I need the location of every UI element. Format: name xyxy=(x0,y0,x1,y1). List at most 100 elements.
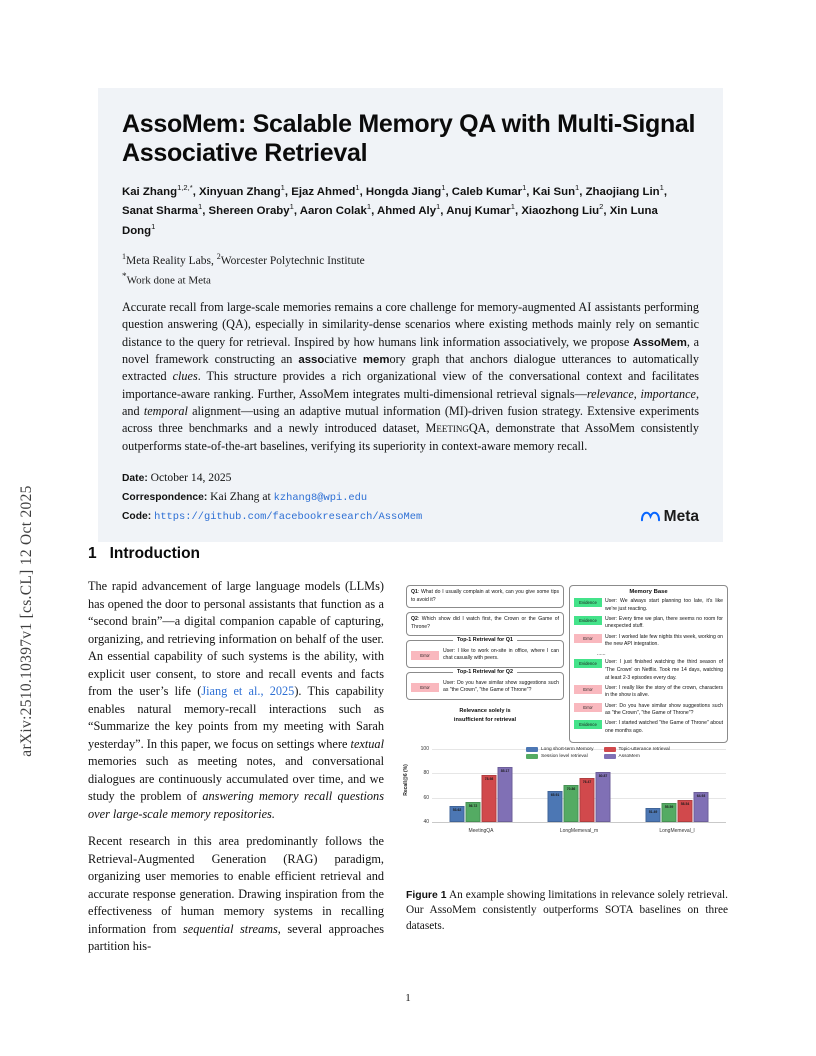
chart-legend-label: Session level retrieval xyxy=(541,754,588,760)
affiliations: 1Meta Reality Labs, 2Worcester Polytechn… xyxy=(122,252,365,268)
para1-part-a: The rapid advancement of large language … xyxy=(88,579,384,699)
para2-italic-streams: sequential streams xyxy=(182,921,278,936)
chart-bar: 58.54 xyxy=(677,799,693,823)
chart-bar-value-label: 58.54 xyxy=(680,801,690,806)
evidence-badge: Evidence xyxy=(574,720,602,730)
chart-bar: 76.47 xyxy=(579,777,595,823)
memory-row: Evidence User: Every time we plan, there… xyxy=(574,615,723,631)
chart-x-tick: LongMemeval_m xyxy=(559,828,599,835)
chart-bar-value-label: 85.17 xyxy=(500,769,510,774)
retrieval-q2-text: User: Do you have similar show suggestio… xyxy=(443,679,559,694)
code-repository-link[interactable]: https://github.com/facebookresearch/Asso… xyxy=(154,510,423,523)
memory-base-title: Memory Base xyxy=(629,589,668,595)
memory-row-text: User: I worked late few nights this week… xyxy=(605,633,723,648)
retrieval-box-q1: Top-1 Retrieval for Q1 Error User: I lik… xyxy=(406,636,564,668)
chart-legend-swatch xyxy=(526,754,538,759)
memory-ellipsis: ...... xyxy=(597,651,606,658)
chart-y-tick: 60 xyxy=(423,794,429,801)
chart-legend-item: AssoMem xyxy=(603,754,670,760)
error-badge: Error xyxy=(574,702,602,712)
memory-row-text: User: Every time we plan, there seems no… xyxy=(605,615,723,630)
meta-infinity-icon xyxy=(640,511,660,522)
memory-row-text: User: I really like the story of the cro… xyxy=(605,684,723,699)
recall-bar-chart: Recall@6 (%) 40 60 80 100 53.62 56.72 78.98 85.… xyxy=(403,745,728,837)
figure-caption-label: Figure 1 xyxy=(406,890,447,901)
chart-bar: 56.72 xyxy=(465,801,481,823)
relevance-note: Relevance solely is insufficient for ret… xyxy=(406,707,564,724)
retrieval-q2-title: Top-1 Retrieval for Q2 xyxy=(453,668,517,675)
citation-link-jiang[interactable]: Jiang et al., 2025 xyxy=(201,684,295,699)
para2-part-a: Recent research in this area predominant… xyxy=(88,834,384,936)
chart-gridline xyxy=(432,773,726,775)
author-list: Kai Zhang1,2,*, Xinyuan Zhang1, Ejaz Ahm… xyxy=(122,182,699,240)
page-number: 1 xyxy=(405,992,411,1004)
memory-row-text: User: We always start planning too late,… xyxy=(605,598,723,612)
figure-1: Q1: What do I usually complain at work, … xyxy=(403,585,728,837)
retrieval-q1-title: Top-1 Retrieval for Q1 xyxy=(453,636,517,643)
chart-legend-swatch xyxy=(603,754,616,759)
section-number: 1 xyxy=(88,545,97,562)
chart-bar-group: 53.62 56.72 78.98 85.17 MeetingQA xyxy=(449,749,513,834)
chart-bar-value-label: 53.62 xyxy=(452,807,462,812)
retrieval-q1-text: User: I like to work on-site in office, … xyxy=(443,647,559,662)
memory-base-panel: Memory Base Evidence User: We always sta… xyxy=(569,585,728,744)
error-badge: Error xyxy=(411,682,439,692)
question-box-q1: Q1: What do I usually complain at work, … xyxy=(406,585,564,609)
memory-row-text: User: Do you have similar show suggestio… xyxy=(605,702,723,717)
date-value: October 14, 2025 xyxy=(150,471,232,485)
error-badge: Error xyxy=(574,684,602,694)
memory-row-text: User: I just finished watching the third… xyxy=(605,659,723,681)
chart-legend-item: Session level retrieval xyxy=(526,754,594,759)
q2-text: : Which show did I watch first, the Crow… xyxy=(411,616,559,630)
retrieval-box-q2: Top-1 Retrieval for Q2 Error User: Do yo… xyxy=(406,668,564,701)
chart-plot-area: 40 60 80 100 53.62 56.72 78.98 85.17 MeetingQA 65… xyxy=(421,746,726,834)
chart-legend-label: AssoMem xyxy=(618,754,640,760)
memory-row: Evidence User: I started watched "the Ga… xyxy=(574,720,723,735)
paper-metadata: Date: October 14, 2025 Correspondence: K… xyxy=(122,469,699,525)
section-heading: 1 Introduction xyxy=(88,545,200,563)
affiliation-note: *Work done at Meta xyxy=(122,271,211,288)
chart-bar-value-label: 64.93 xyxy=(696,793,706,798)
chart-bar: 78.98 xyxy=(481,774,497,823)
chart-legend-swatch xyxy=(526,747,538,752)
chart-bar-value-label: 70.86 xyxy=(566,786,576,791)
memory-row: Evidence User: I just finished watching … xyxy=(574,659,723,682)
para1-italic-textual: textual xyxy=(350,736,384,751)
para2-part-b: , several approaches partition his- xyxy=(88,921,384,954)
chart-y-tick: 40 xyxy=(423,819,429,826)
figure-top-panels: Q1: What do I usually complain at work, … xyxy=(406,585,728,744)
chart-bar-value-label: 51.49 xyxy=(648,810,658,815)
memory-row: Error User: I really like the story of t… xyxy=(574,684,723,700)
chart-y-tick: 80 xyxy=(423,770,429,777)
chart-bar-value-label: 55.59 xyxy=(664,805,674,810)
figure-left-panel: Q1: What do I usually complain at work, … xyxy=(406,585,564,743)
q1-label: Q1 xyxy=(411,589,418,595)
chart-bar: 64.93 xyxy=(693,791,709,823)
chart-gridline xyxy=(432,749,726,751)
correspondence-email-link[interactable]: kzhang8@wpi.edu xyxy=(273,491,368,504)
evidence-badge: Evidence xyxy=(574,659,602,669)
chart-bar: 80.87 xyxy=(595,772,611,823)
title-banner: AssoMem: Scalable Memory QA with Multi-S… xyxy=(98,88,723,542)
chart-bar-value-label: 76.47 xyxy=(582,779,592,784)
memory-row: Error User: I worked late few nights thi… xyxy=(574,633,723,649)
code-label: Code: xyxy=(122,510,152,522)
retrieval-q1-body: Error User: I like to work on-site in of… xyxy=(411,648,559,663)
chart-x-tick: MeetingQA xyxy=(468,828,494,835)
chart-legend: Long short-term Memory Topic-utterance re… xyxy=(526,747,670,759)
author-line-1: Kai Zhang1,2,*, Xinyuan Zhang1, Ejaz Ahm… xyxy=(122,183,668,198)
chart-legend-item: Long short-term Memory xyxy=(526,747,594,752)
metadata-date-row: Date: October 14, 2025 xyxy=(122,469,699,488)
memory-row: Error User: Do you have similar show sug… xyxy=(574,702,723,718)
author-line-2: Sanat Sharma1, Shereen Oraby1, Aaron Col… xyxy=(122,202,658,218)
figure-right-panel: Memory Base Evidence User: We always sta… xyxy=(569,585,728,744)
retrieval-q2-body: Error User: Do you have similar show sug… xyxy=(411,680,559,695)
chart-bar-value-label: 78.98 xyxy=(484,776,494,781)
author-line-3: Dong1 xyxy=(122,221,156,237)
q1-text: : What do I usually complain at work, ca… xyxy=(411,589,559,603)
memory-row-text: User: I started watched "the Game of Thr… xyxy=(605,720,723,734)
chart-legend-label: Long short-term Memory xyxy=(541,747,594,753)
error-badge: Error xyxy=(411,650,439,660)
meta-logo-label: Meta xyxy=(663,508,699,526)
chart-legend-swatch xyxy=(603,747,616,752)
